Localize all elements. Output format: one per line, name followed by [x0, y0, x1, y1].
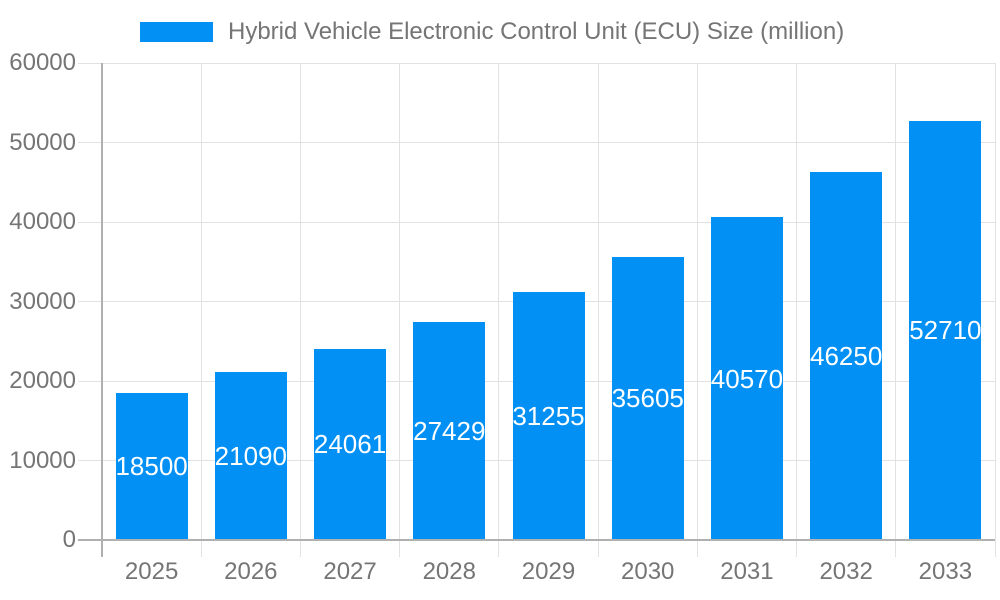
x-tick-label: 2033 [918, 558, 973, 585]
bar[interactable]: 24061 [313, 348, 387, 540]
plot-area: 18500 21090 24061 27429 31255 35605 40570 46250… [78, 62, 996, 557]
gridline-vertical [994, 63, 996, 557]
y-axis-line [101, 63, 103, 557]
gridline-vertical [895, 63, 897, 557]
x-tick-label: 2026 [224, 558, 278, 585]
x-axis-line [78, 539, 995, 541]
bar-value-label: 40570 [710, 363, 784, 394]
y-tick-label: 60000 [9, 49, 76, 76]
bar[interactable]: 31255 [512, 291, 585, 540]
bar-value-label: 24061 [313, 429, 387, 460]
legend-item[interactable]: Hybrid Vehicle Electronic Control Unit (… [140, 18, 845, 45]
bar[interactable]: 35605 [611, 256, 684, 540]
gridline-vertical [597, 63, 599, 557]
legend-label: Hybrid Vehicle Electronic Control Unit (… [228, 18, 845, 45]
legend-swatch [140, 22, 213, 42]
bar[interactable]: 52710 [909, 120, 982, 540]
bar-value-label: 27429 [413, 415, 486, 446]
x-tick-label: 2027 [323, 558, 377, 585]
bar[interactable]: 27429 [413, 321, 486, 540]
bar[interactable]: 21090 [215, 372, 287, 540]
gridline-vertical [200, 63, 202, 557]
gridline-vertical [299, 63, 301, 557]
x-tick-label: 2028 [422, 558, 476, 585]
y-tick-label: 10000 [9, 446, 76, 474]
y-tick-label: 50000 [9, 128, 76, 156]
y-tick-label: 40000 [9, 208, 76, 235]
bar-value-label: 31255 [512, 400, 585, 431]
gridline-horizontal [78, 142, 995, 143]
bar[interactable]: 18500 [115, 392, 188, 540]
gridline-horizontal [78, 62, 995, 64]
gridline-vertical [498, 63, 500, 557]
y-tick-label: 0 [62, 526, 76, 553]
x-tick-label: 2031 [720, 558, 774, 585]
x-tick-label: 2025 [124, 558, 179, 585]
gridline-vertical [796, 63, 798, 557]
y-tick-label: 30000 [9, 287, 76, 315]
gridline-horizontal [78, 221, 995, 223]
bar-value-label: 21090 [214, 441, 287, 472]
bar[interactable]: 40570 [711, 217, 783, 540]
bar[interactable]: 46250 [810, 172, 882, 540]
x-tick-label: 2032 [819, 558, 873, 585]
gridline-vertical [696, 63, 698, 557]
bar-value-label: 35605 [611, 383, 684, 414]
x-tick-label: 2029 [521, 558, 576, 585]
x-tick-label: 2030 [621, 558, 675, 585]
bar-value-label: 52710 [909, 315, 982, 346]
bar-value-label: 46250 [810, 341, 883, 372]
bar-value-label: 18500 [115, 451, 188, 482]
gridline-vertical [399, 63, 401, 557]
y-tick-label: 20000 [9, 367, 76, 394]
